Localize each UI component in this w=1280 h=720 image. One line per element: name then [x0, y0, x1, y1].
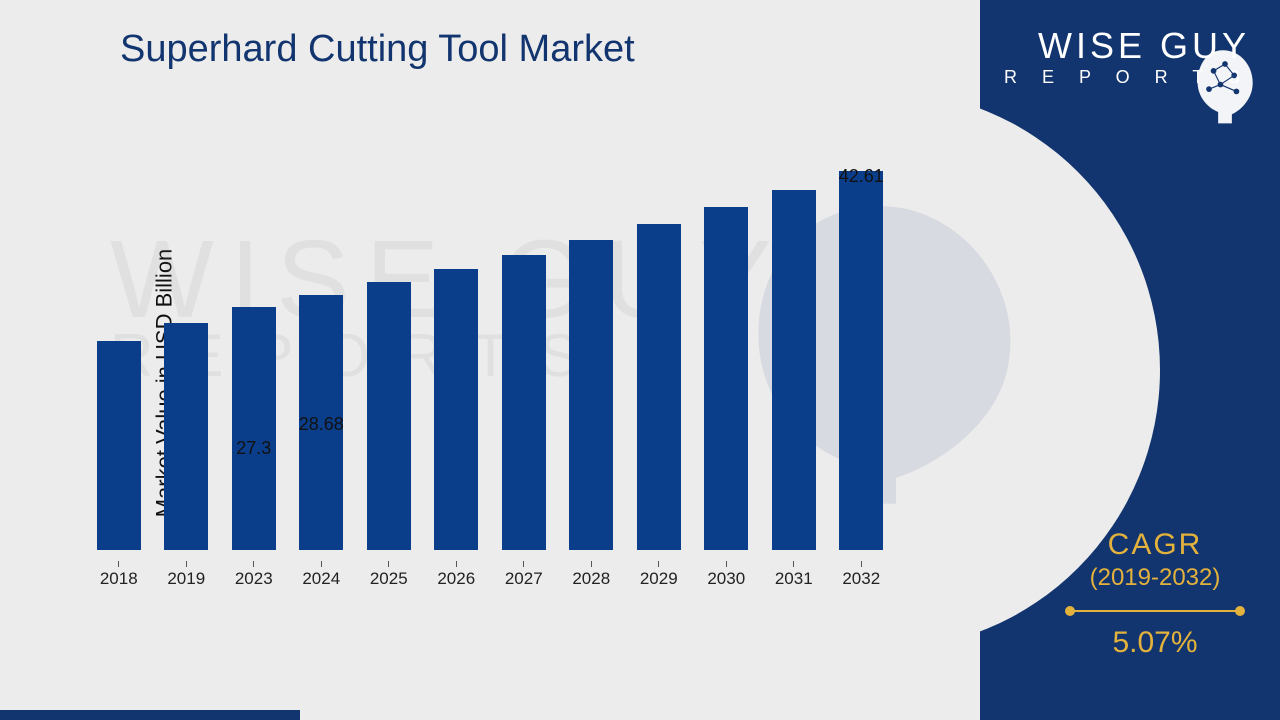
x-tick-label: 2029 [640, 569, 678, 588]
brand-logo: WISE GUY R E P O R T S [1004, 28, 1250, 86]
bar [839, 171, 883, 550]
x-tick: 2018 [95, 554, 143, 590]
x-tick-label: 2018 [100, 569, 138, 588]
bar-wrap [635, 224, 683, 550]
bar-wrap: 28.68 [298, 295, 346, 550]
bar-wrap [500, 255, 548, 550]
x-tick-label: 2032 [842, 569, 880, 588]
bar-wrap [703, 207, 751, 550]
x-tick: 2023 [230, 554, 278, 590]
tick-mark [186, 561, 187, 567]
logo-head-icon [1190, 48, 1260, 128]
cagr-block: CAGR (2019-2032) 5.07% [1030, 528, 1280, 660]
tick-mark [118, 561, 119, 567]
tick-mark [658, 561, 659, 567]
tick-mark [861, 561, 862, 567]
tick-mark [726, 561, 727, 567]
bar-value-label: 42.61 [838, 166, 886, 187]
tick-mark [456, 561, 457, 567]
figure: WISE GUYREPORTS Superhard Cutting Tool M… [0, 0, 1280, 720]
chart-title: Superhard Cutting Tool Market [120, 28, 635, 71]
bar-wrap [163, 323, 211, 550]
x-tick-label: 2031 [775, 569, 813, 588]
bar [367, 282, 411, 550]
bar-value-label: 27.3 [230, 438, 278, 459]
x-tick: 2029 [635, 554, 683, 590]
x-tick-label: 2025 [370, 569, 408, 588]
x-tick: 2026 [433, 554, 481, 590]
bar [772, 190, 816, 550]
bar-wrap [568, 240, 616, 550]
tick-mark [253, 561, 254, 567]
bar [97, 341, 141, 550]
x-tick: 2031 [770, 554, 818, 590]
bar-wrap: 27.3 [230, 307, 278, 550]
bar-value-label: 28.68 [298, 414, 346, 435]
footer-strip [0, 710, 300, 720]
cagr-value: 5.07% [1030, 626, 1280, 660]
x-ticks-container: 2018 2019 2023 2024 2025 2026 2027 2028 2029 2030… [90, 554, 890, 590]
x-tick-label: 2019 [167, 569, 205, 588]
bar [704, 207, 748, 550]
bar-wrap [770, 190, 818, 550]
tick-mark [523, 561, 524, 567]
bar-wrap: 42.61 [838, 171, 886, 550]
cagr-divider [1070, 610, 1240, 612]
bar [232, 307, 276, 550]
tick-mark [793, 561, 794, 567]
tick-mark [591, 561, 592, 567]
bar [434, 269, 478, 550]
x-tick-label: 2023 [235, 569, 273, 588]
bar-wrap [365, 282, 413, 550]
bar-wrap [433, 269, 481, 550]
cagr-range: (2019-2032) [1030, 564, 1280, 592]
x-tick-label: 2024 [302, 569, 340, 588]
tick-mark [388, 561, 389, 567]
x-tick: 2019 [163, 554, 211, 590]
bars-container: 27.3 28.68 42.61 [90, 150, 890, 550]
bar [569, 240, 613, 550]
x-tick-label: 2026 [437, 569, 475, 588]
x-tick: 2025 [365, 554, 413, 590]
bar-wrap [95, 341, 143, 550]
bar-chart: 27.328.6842.61 2018201920232024202520262… [90, 150, 890, 590]
x-tick: 2027 [500, 554, 548, 590]
x-tick-label: 2027 [505, 569, 543, 588]
bar [637, 224, 681, 550]
x-tick: 2032 [838, 554, 886, 590]
x-tick: 2024 [298, 554, 346, 590]
x-tick: 2030 [703, 554, 751, 590]
tick-mark [321, 561, 322, 567]
x-tick: 2028 [568, 554, 616, 590]
x-tick-label: 2028 [572, 569, 610, 588]
bar [502, 255, 546, 550]
x-tick-label: 2030 [707, 569, 745, 588]
cagr-label: CAGR [1030, 528, 1280, 562]
bar [164, 323, 208, 550]
